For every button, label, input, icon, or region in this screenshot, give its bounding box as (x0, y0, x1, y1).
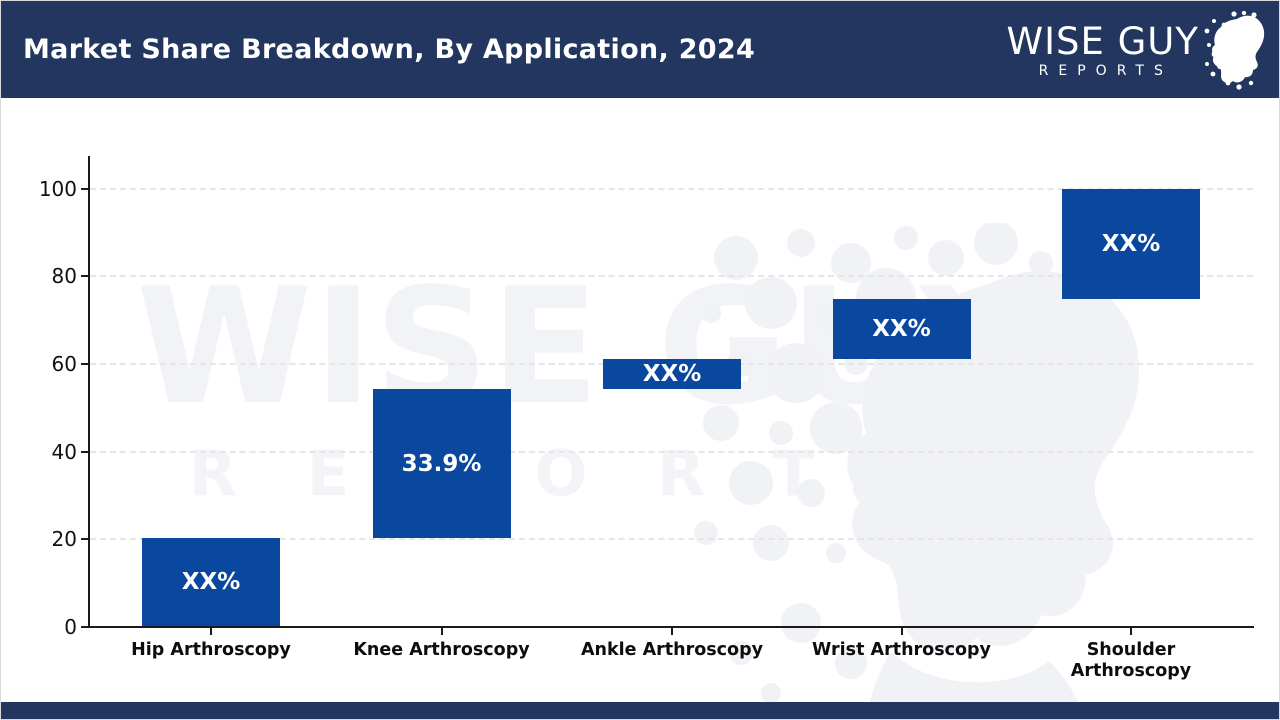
y-axis-line (88, 156, 90, 627)
bar-value-label: XX% (181, 569, 241, 596)
y-tick-label: 100 (38, 176, 77, 201)
y-gridline (90, 187, 1253, 190)
x-tick-label: Knee Arthroscopy (353, 640, 530, 660)
y-tick-mark (81, 275, 88, 278)
x-axis-line (88, 626, 1254, 628)
header-bar (1, 1, 1279, 98)
bar-value-label: XX% (642, 361, 702, 388)
y-tick-mark (81, 187, 88, 190)
x-tick-label: Ankle Arthroscopy (581, 640, 763, 660)
y-gridline (90, 275, 1253, 278)
bar-3: XX% (603, 359, 741, 390)
bar-1: XX% (142, 537, 280, 627)
x-tick-mark (440, 628, 443, 635)
logo-face-icon (1204, 11, 1265, 90)
y-gridline (90, 450, 1253, 453)
bar-4: XX% (832, 299, 971, 360)
y-tick-mark (81, 626, 88, 628)
x-tick-label: Hip Arthroscopy (131, 640, 291, 660)
y-tick-label: 60 (51, 351, 77, 376)
y-gridline (90, 538, 1253, 541)
x-tick-label: Wrist Arthroscopy (812, 640, 991, 660)
y-tick-mark (81, 538, 88, 541)
y-tick-label: 0 (64, 615, 77, 639)
y-tick-label: 40 (51, 439, 77, 464)
logo-subtext: REPORTS (1038, 63, 1173, 80)
x-tick-mark (1130, 628, 1132, 635)
watermark-face-dots-icon (694, 223, 1140, 719)
bar-value-label: 33.9% (401, 450, 482, 477)
brand-logo-text: WISE GUY REPORTS (1006, 19, 1199, 80)
bar-5: XX% (1062, 188, 1200, 300)
y-tick-label: 80 (51, 264, 77, 289)
y-tick-mark (81, 450, 88, 453)
logo-wordmark: WISE GUY (1006, 19, 1199, 63)
bar-value-label: XX% (872, 316, 931, 343)
x-tick-mark (210, 628, 212, 635)
chart-title: Market Share Breakdown, By Application, … (23, 34, 756, 65)
x-tick-label: Shoulder Arthroscopy (1070, 640, 1192, 682)
x-tick-mark (671, 628, 673, 635)
y-tick-mark (81, 362, 88, 365)
y-tick-label: 20 (51, 527, 77, 552)
bar-value-label: XX% (1101, 230, 1161, 257)
brand-logo: WISE GUY REPORTS (1007, 9, 1267, 93)
bar-2: 33.9% (372, 389, 511, 538)
footer-bar (1, 702, 1279, 719)
x-tick-mark (900, 628, 903, 635)
